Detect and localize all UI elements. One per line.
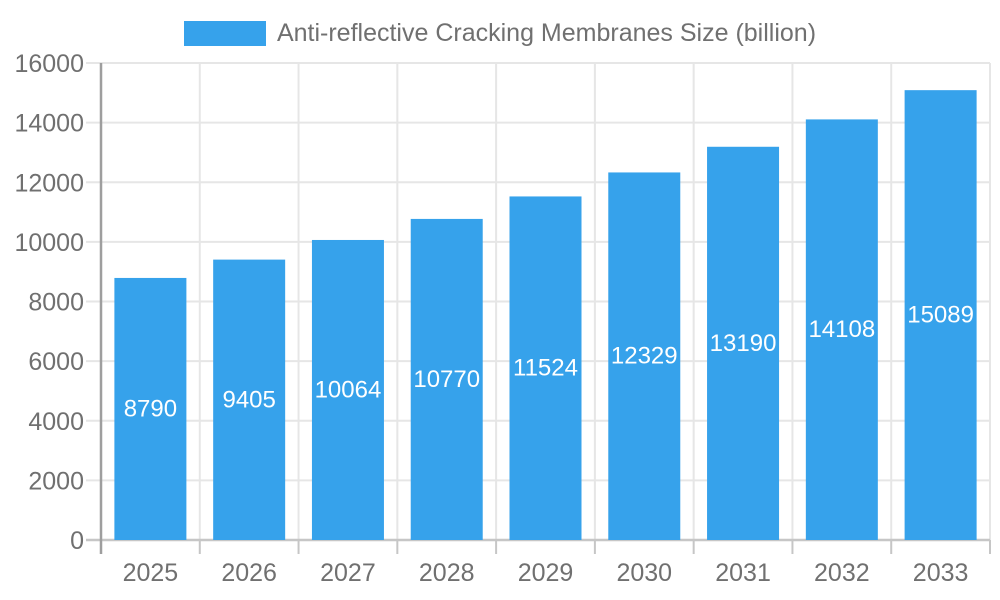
x-tick-label: 2026	[221, 559, 277, 587]
bar-value-label: 10064	[315, 376, 382, 403]
bar-value-label: 8790	[124, 395, 177, 422]
bar-value-label: 12329	[611, 343, 678, 370]
y-tick-label: 0	[70, 527, 84, 555]
bar-2029[interactable]	[509, 196, 582, 541]
bar-2030[interactable]	[608, 172, 681, 540]
x-tick-label: 2025	[123, 559, 179, 587]
bar-value-label: 11524	[513, 355, 578, 382]
legend-swatch	[183, 21, 266, 46]
x-tick-label: 2032	[814, 559, 870, 587]
y-tick-label: 12000	[14, 169, 84, 197]
bar-2026[interactable]	[213, 259, 286, 540]
legend-label: Anti-reflective Cracking Membranes Size …	[276, 19, 817, 47]
bar-value-label: 10770	[413, 366, 480, 393]
y-tick-label: 16000	[14, 50, 84, 78]
y-tick-label: 10000	[14, 229, 84, 257]
bar-value-label: 14108	[808, 316, 875, 343]
legend[interactable]: Anti-reflective Cracking Membranes Size …	[0, 21, 1000, 46]
y-tick-label: 14000	[14, 110, 84, 138]
y-tick-label: 4000	[28, 408, 84, 436]
y-tick-label: 2000	[28, 467, 84, 495]
bar-2025[interactable]	[114, 277, 187, 540]
x-tick-label: 2030	[616, 559, 672, 587]
bar-2027[interactable]	[311, 239, 384, 541]
y-tick-label: 8000	[28, 289, 84, 317]
bar-value-label: 15089	[907, 302, 974, 329]
x-tick-label: 2033	[913, 559, 969, 587]
bar-value-label: 9405	[222, 386, 275, 413]
bar-2033[interactable]	[904, 90, 977, 541]
x-tick-label: 2029	[518, 559, 574, 587]
x-tick-label: 2031	[715, 559, 771, 587]
x-tick-label: 2028	[419, 559, 475, 587]
x-tick-label: 2027	[320, 559, 376, 587]
bar-2028[interactable]	[410, 218, 483, 540]
y-tick-label: 6000	[28, 348, 84, 376]
bar-2031[interactable]	[707, 146, 780, 540]
bar-2032[interactable]	[805, 119, 878, 541]
bar-value-label: 13190	[710, 330, 777, 357]
